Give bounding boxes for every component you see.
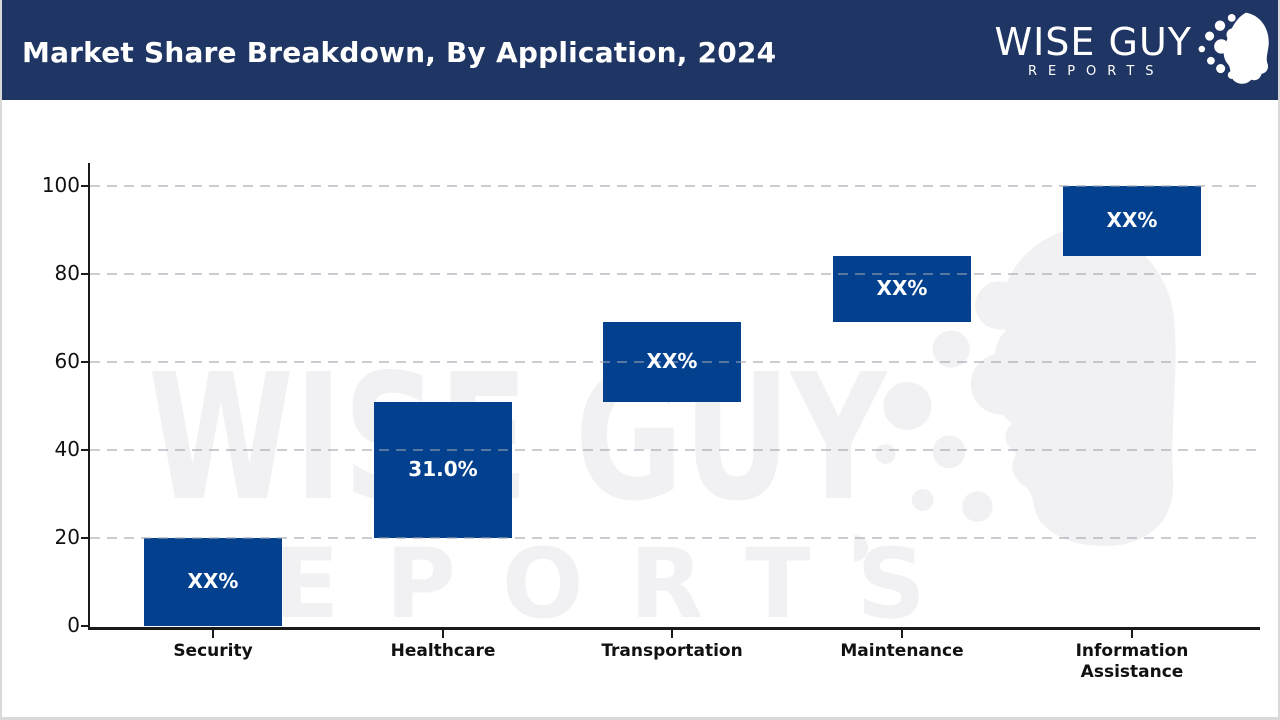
bar-label-transportation: XX% bbox=[646, 349, 698, 373]
y-tick-60 bbox=[81, 361, 88, 363]
x-tick-3 bbox=[671, 630, 673, 638]
y-tick-0 bbox=[81, 625, 88, 627]
bar-label-healthcare: 31.0% bbox=[408, 456, 478, 481]
y-tick-100 bbox=[81, 185, 88, 187]
y-tick-80 bbox=[81, 273, 88, 275]
bar-label-information-assistance: XX% bbox=[1106, 208, 1158, 233]
y-tick-label-100: 100 bbox=[41, 173, 80, 197]
watermark-wiseguy: WISE GUY bbox=[148, 337, 887, 540]
x-tick-1 bbox=[212, 630, 214, 638]
x-tick-4 bbox=[901, 630, 903, 638]
gridline-20 bbox=[90, 537, 1260, 539]
bar-label-maintenance: XX% bbox=[876, 276, 928, 301]
bar-label-security: XX% bbox=[187, 569, 239, 593]
x-label-4: Maintenance bbox=[840, 641, 964, 661]
y-tick-label-80: 80 bbox=[54, 261, 80, 285]
x-axis-line bbox=[88, 627, 1260, 630]
x-label-5: Information Assistance bbox=[1075, 641, 1189, 683]
brand-face-icon bbox=[1198, 12, 1269, 84]
bar-security bbox=[144, 538, 282, 626]
y-tick-label-40: 40 bbox=[54, 437, 80, 461]
chart-area: WISE GUY REPORTS XX% 31.0% XX% XX% XX% 0 20 40 6… bbox=[2, 100, 1278, 717]
bar-healthcare bbox=[374, 401, 512, 538]
x-label-1: Security bbox=[173, 641, 253, 661]
y-tick-label-0: 0 bbox=[67, 613, 80, 637]
x-tick-5 bbox=[1131, 630, 1133, 638]
y-tick-20 bbox=[81, 537, 88, 539]
gridline-40 bbox=[90, 449, 1260, 451]
brand-logo-text: WISE GUY REPORTS bbox=[995, 23, 1192, 79]
x-label-2: Healthcare bbox=[390, 641, 496, 661]
bar-information-assistance bbox=[1063, 186, 1201, 257]
bar-maintenance bbox=[833, 256, 971, 323]
watermark-reports: REPORTS bbox=[154, 528, 972, 640]
y-tick-label-20: 20 bbox=[54, 525, 80, 549]
x-label-3: Transportation bbox=[601, 641, 743, 661]
brand-logo: WISE GUY REPORTS bbox=[995, 6, 1272, 96]
gridline-80 bbox=[90, 273, 1260, 275]
page-title: Market Share Breakdown, By Application, … bbox=[22, 36, 777, 69]
brand-logo-reports: REPORTS bbox=[1027, 64, 1165, 79]
y-tick-label-60: 60 bbox=[54, 349, 80, 373]
gridline-100 bbox=[90, 185, 1260, 187]
header-bar: Market Share Breakdown, By Application, … bbox=[2, 0, 1278, 100]
brand-logo-wiseguy: WISE GUY bbox=[994, 20, 1192, 64]
gridline-60 bbox=[90, 361, 1260, 363]
x-tick-2 bbox=[442, 630, 444, 638]
y-axis-line bbox=[88, 163, 90, 630]
y-tick-40 bbox=[81, 449, 88, 451]
